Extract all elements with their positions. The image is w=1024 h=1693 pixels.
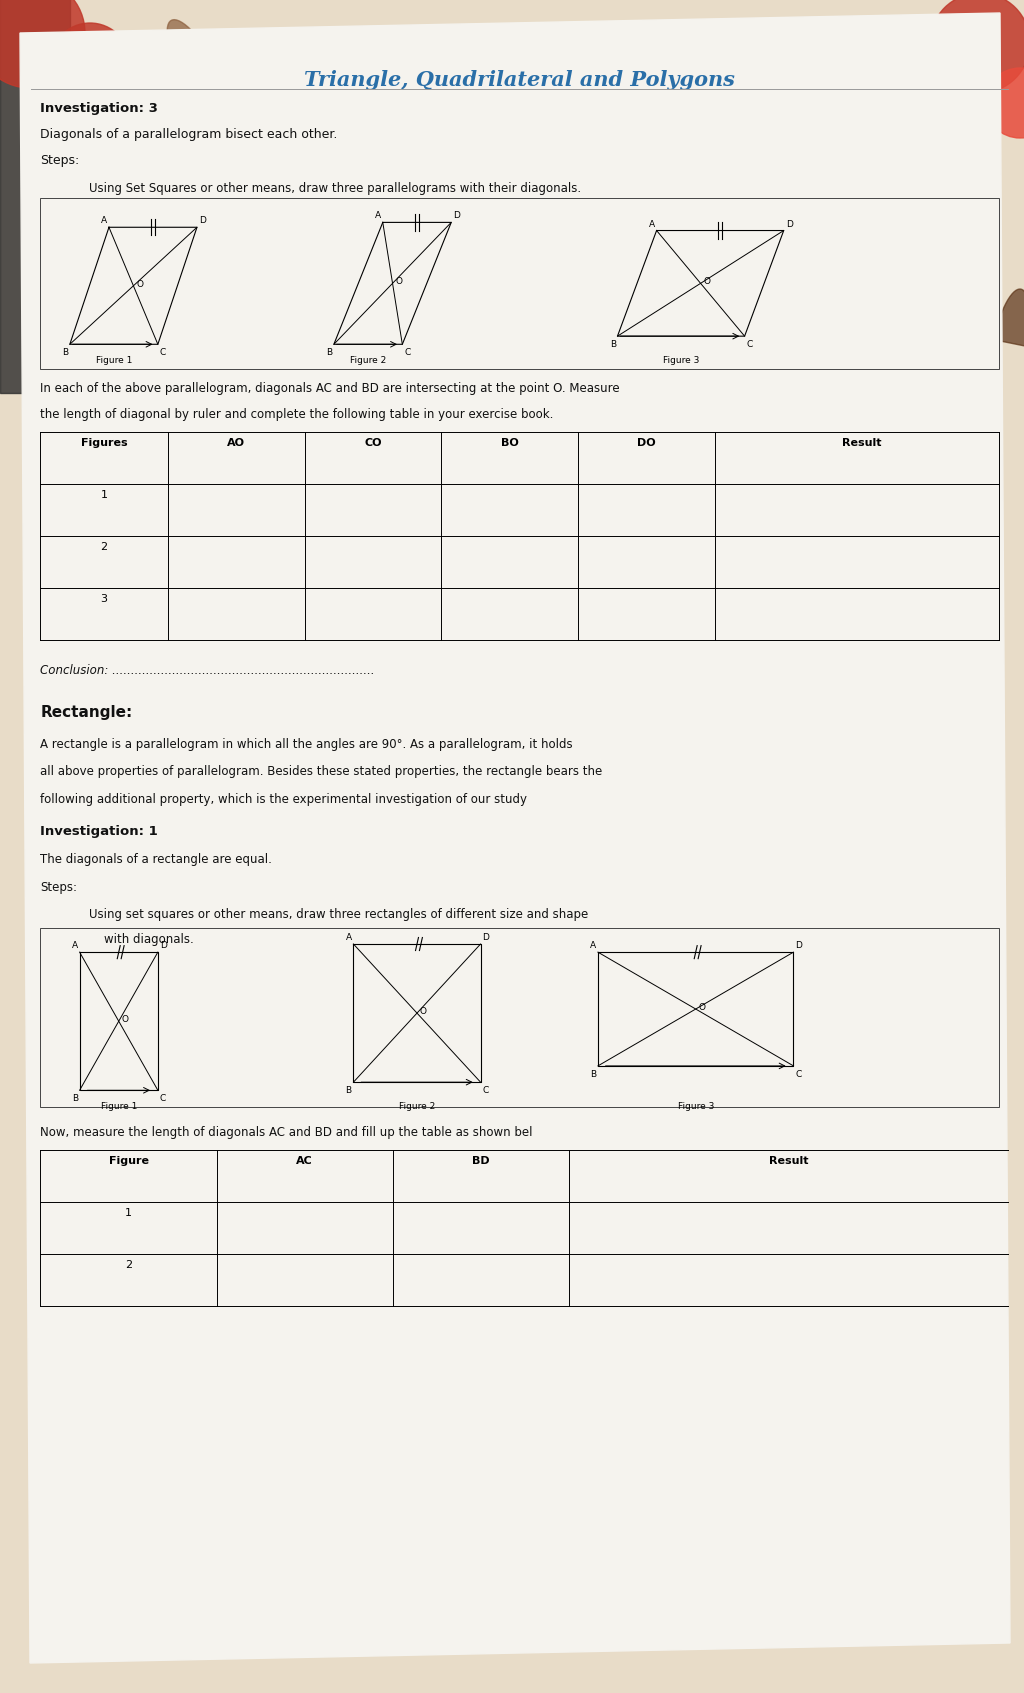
Polygon shape [928,141,966,198]
Text: A: A [649,220,655,229]
Text: Investigation: 1: Investigation: 1 [41,826,159,838]
Text: Figure 3: Figure 3 [663,356,699,364]
Text: A: A [72,941,78,950]
Text: B: B [590,1070,596,1078]
Text: D: D [482,933,489,941]
Text: AO: AO [227,438,245,447]
Text: Figure 1: Figure 1 [95,356,132,364]
Circle shape [0,0,85,88]
Text: Figure 2: Figure 2 [350,356,386,364]
Text: Using Set Squares or other means, draw three parallelograms with their diagonals: Using Set Squares or other means, draw t… [89,181,582,195]
Polygon shape [946,217,993,273]
Text: O: O [420,1007,427,1016]
Text: DO: DO [638,438,656,447]
Text: B: B [326,349,332,357]
Text: B: B [62,349,69,357]
Text: D: D [160,941,167,950]
Polygon shape [102,113,139,174]
Text: B: B [609,340,615,349]
Bar [41,928,998,1107]
Text: CO: CO [365,438,382,447]
Text: Rectangle:: Rectangle: [41,704,133,720]
Text: 2: 2 [125,1260,132,1270]
Text: A: A [101,217,108,225]
Text: 1: 1 [125,1209,132,1219]
Text: C: C [796,1070,802,1078]
Text: following additional property, which is the experimental investigation of our st: following additional property, which is … [41,792,527,806]
Text: C: C [404,349,411,357]
Text: D: D [199,217,206,225]
Bar [0,0,70,393]
Circle shape [50,24,130,103]
Text: A: A [590,941,596,950]
Text: Investigation: 3: Investigation: 3 [41,102,159,115]
Text: Conclusion: ....................................................................: Conclusion: ............................… [41,664,375,677]
Text: Diagonals of a parallelogram bisect each other.: Diagonals of a parallelogram bisect each… [41,129,338,141]
Text: A rectangle is a parallelogram in which all the angles are 90°. As a parallelogr: A rectangle is a parallelogram in which … [41,738,573,750]
Polygon shape [586,98,613,144]
Bar [41,198,998,369]
Text: Steps:: Steps: [41,154,80,168]
Text: C: C [482,1085,488,1095]
Text: B: B [72,1094,78,1102]
Text: B: B [346,1085,351,1095]
Polygon shape [167,20,216,81]
Text: O: O [122,1016,129,1024]
Text: The diagonals of a rectangle are equal.: The diagonals of a rectangle are equal. [41,853,272,867]
Polygon shape [380,113,640,244]
Text: Figure: Figure [109,1156,148,1166]
Text: Figures: Figures [81,438,127,447]
Text: Now, measure the length of diagonals AC and BD and fill up the table as shown be: Now, measure the length of diagonals AC … [41,1126,534,1139]
Text: Result: Result [769,1156,808,1166]
Text: O: O [395,278,402,286]
Polygon shape [20,14,1010,1663]
Polygon shape [387,78,414,124]
Text: 3: 3 [100,594,108,604]
Text: MATHEMATICS / 77: MATHEMATICS / 77 [464,156,556,169]
Text: D: D [454,212,460,220]
Text: O: O [703,278,711,286]
Text: O: O [698,1002,706,1012]
Polygon shape [35,163,87,223]
Polygon shape [287,69,316,115]
Text: Steps:: Steps: [41,880,78,894]
Text: Triangle, Quadrilateral and Polygons: Triangle, Quadrilateral and Polygons [304,69,735,90]
Text: In each of the above parallelogram, diagonals AC and BD are intersecting at the : In each of the above parallelogram, diag… [41,381,621,394]
Text: O: O [136,279,143,288]
Text: 2: 2 [100,542,108,552]
Text: the length of diagonal by ruler and complete the following table in your exercis: the length of diagonal by ruler and comp… [41,408,554,420]
Text: D: D [785,220,793,229]
Polygon shape [62,36,104,98]
Text: C: C [746,340,753,349]
Text: Figure 1: Figure 1 [100,1102,137,1111]
Polygon shape [486,88,513,134]
Text: with diagonals.: with diagonals. [89,933,195,946]
Circle shape [930,0,1024,93]
Text: Result: Result [842,438,882,447]
Text: A: A [375,212,381,220]
Polygon shape [994,290,1024,347]
Text: Figure 3: Figure 3 [678,1102,714,1111]
Text: D: D [796,941,803,950]
Text: AC: AC [296,1156,313,1166]
Text: C: C [160,1094,166,1102]
Text: all above properties of parallelogram. Besides these stated properties, the rect: all above properties of parallelogram. B… [41,765,603,779]
Polygon shape [129,85,168,147]
Text: A: A [346,933,351,941]
Text: C: C [160,349,166,357]
Text: BO: BO [501,438,519,447]
Polygon shape [684,80,714,125]
Text: Figure 2: Figure 2 [399,1102,435,1111]
Text: 1: 1 [100,489,108,499]
Circle shape [985,68,1024,139]
Text: Using set squares or other means, draw three rectangles of different size and sh: Using set squares or other means, draw t… [89,907,589,921]
Text: BD: BD [472,1156,489,1166]
